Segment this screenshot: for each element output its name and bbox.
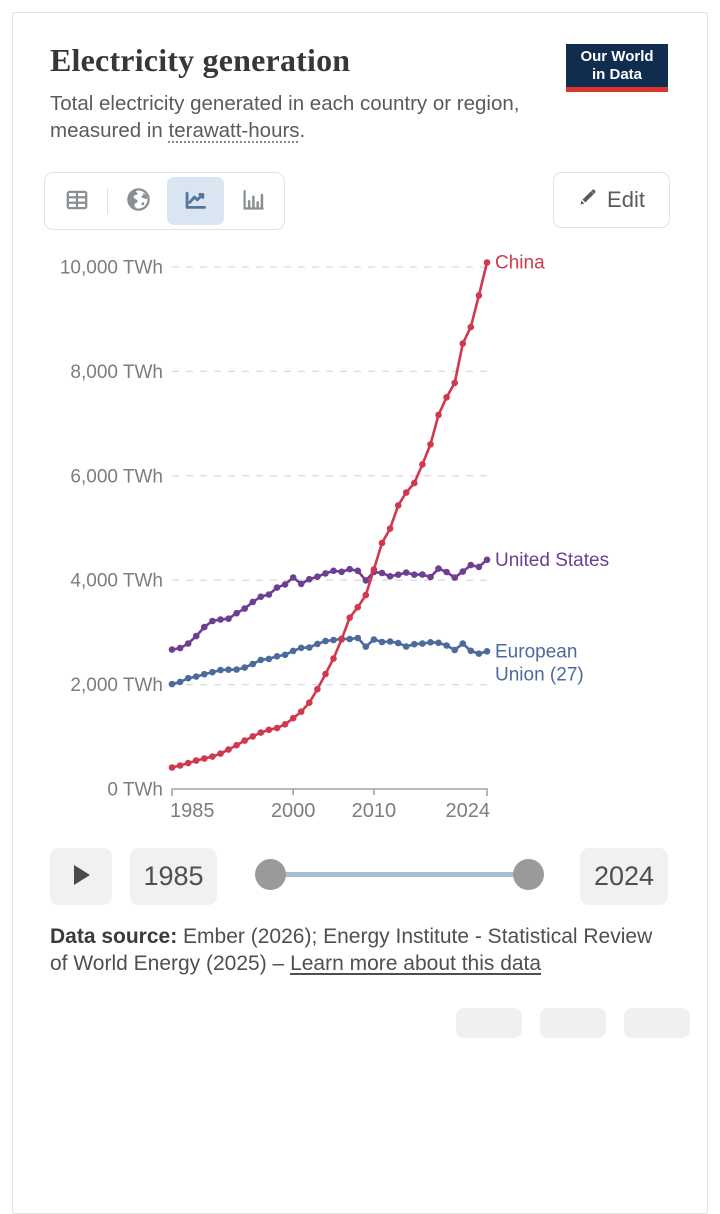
action-button-stub-2[interactable]	[540, 1008, 606, 1038]
svg-text:Union (27): Union (27)	[495, 664, 584, 685]
owid-logo-text: Our World in Data	[566, 44, 668, 87]
svg-text:2024: 2024	[446, 800, 491, 822]
timeline-start-year[interactable]: 1985	[130, 848, 217, 905]
terawatt-hours-link[interactable]: terawatt-hours	[168, 119, 300, 143]
toolbar-divider	[107, 188, 108, 214]
timeline-slider-track[interactable]	[270, 872, 528, 877]
owid-logo-accent-bar	[566, 87, 668, 92]
tab-bar-chart[interactable]	[224, 177, 281, 225]
svg-text:8,000 TWh: 8,000 TWh	[70, 362, 163, 383]
line-chart-plot[interactable]: 0 TWh 2,000 TWh 4,000 TWh 6,000 TWh 8,000 TW…	[0, 248, 720, 832]
svg-text:China: China	[495, 253, 545, 274]
svg-text:1985: 1985	[170, 800, 215, 822]
svg-text:10,000 TWh: 10,000 TWh	[60, 258, 163, 279]
svg-text:6,000 TWh: 6,000 TWh	[70, 466, 163, 487]
data-source-label: Data source:	[50, 925, 178, 948]
svg-text:0 TWh: 0 TWh	[107, 780, 163, 801]
line-chart-icon	[182, 186, 209, 216]
svg-text:4,000 TWh: 4,000 TWh	[70, 571, 163, 592]
action-button-stub-3[interactable]	[624, 1008, 690, 1038]
timeline-end-year[interactable]: 2024	[580, 848, 668, 905]
svg-text:European: European	[495, 641, 577, 662]
table-icon	[64, 187, 90, 216]
learn-more-link[interactable]: Learn more about this data	[290, 951, 542, 975]
pencil-icon	[578, 187, 598, 213]
svg-text:United States: United States	[495, 550, 609, 571]
edit-button[interactable]: Edit	[553, 172, 670, 228]
svg-text:2,000 TWh: 2,000 TWh	[70, 675, 163, 696]
chart-subtitle: Total electricity generated in each coun…	[50, 92, 520, 143]
svg-text:2010: 2010	[352, 800, 397, 822]
svg-text:2000: 2000	[271, 800, 316, 822]
timeline-handle-start[interactable]	[255, 859, 286, 890]
timeline-handle-end[interactable]	[513, 859, 544, 890]
tab-line-chart[interactable]	[167, 177, 224, 225]
edit-label: Edit	[607, 187, 645, 212]
tab-map[interactable]	[110, 177, 167, 225]
page-title: Electricity generation	[50, 42, 351, 78]
bar-chart-icon	[239, 186, 266, 216]
data-source-note: Data source: Ember (2026); Energy Instit…	[50, 925, 653, 975]
tab-table[interactable]	[48, 177, 105, 225]
owid-logo[interactable]: Our World in Data	[566, 44, 668, 92]
play-button[interactable]	[50, 848, 112, 905]
chart-type-toolbar	[44, 172, 285, 230]
play-icon	[70, 863, 92, 890]
globe-icon	[125, 186, 152, 216]
action-button-stub-1[interactable]	[456, 1008, 522, 1038]
